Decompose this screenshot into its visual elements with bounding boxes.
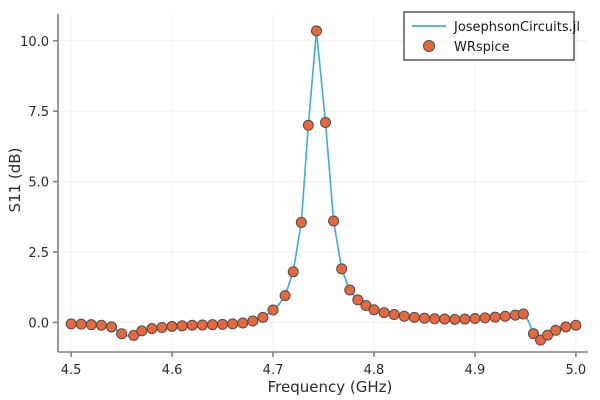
data-point-marker — [302, 119, 314, 131]
gridlines — [58, 14, 588, 352]
data-point-marker — [368, 304, 380, 316]
axis-lines — [57, 14, 588, 353]
data-point-marker — [344, 284, 356, 296]
data-point-marker — [499, 310, 511, 322]
y-tick-labels: 0.0 2.5 5.0 7.5 10.0 — [20, 35, 49, 332]
data-point-marker — [295, 216, 307, 228]
data-point-marker — [156, 322, 168, 333]
axis-ticks — [53, 39, 577, 357]
x-tick-label: 4.5 — [61, 363, 82, 378]
data-point-marker — [408, 311, 420, 323]
legend-marker-swatch — [423, 40, 435, 52]
data-point-marker — [206, 319, 218, 331]
data-point-marker — [85, 319, 97, 331]
data-point-marker — [550, 324, 562, 336]
y-tick-label: 0.0 — [28, 316, 49, 331]
data-point-marker — [136, 325, 148, 337]
x-tick-label: 5.0 — [566, 363, 587, 378]
data-point-marker — [166, 320, 178, 332]
data-point-marker — [267, 304, 279, 316]
data-point-marker — [279, 290, 291, 302]
y-tick-label: 10.0 — [20, 35, 49, 50]
data-point-marker — [95, 319, 107, 331]
y-tick-label: 2.5 — [28, 246, 49, 261]
data-point-marker — [570, 319, 582, 331]
data-point-marker — [287, 266, 299, 278]
legend[interactable]: JosephsonCircuits.jl WRspice — [403, 11, 580, 61]
legend-label-wrspice[interactable]: WRspice — [454, 40, 510, 55]
data-point-marker — [257, 311, 269, 323]
x-tick-label: 4.6 — [162, 363, 183, 378]
data-point-marker — [310, 25, 322, 37]
data-point-marker — [469, 312, 481, 324]
data-point-marker — [388, 309, 400, 321]
data-point-marker — [75, 318, 87, 330]
data-point-marker — [439, 313, 451, 325]
data-point-marker — [398, 310, 410, 322]
data-point-marker — [489, 311, 501, 323]
data-point-marker — [479, 312, 491, 324]
data-point-marker — [237, 317, 249, 329]
data-point-marker — [65, 318, 77, 330]
data-point-marker — [560, 321, 572, 333]
data-point-marker — [429, 313, 441, 325]
data-point-marker — [336, 263, 348, 275]
data-point-marker — [542, 329, 554, 341]
data-point-marker — [227, 318, 239, 330]
data-point-marker — [186, 319, 198, 331]
x-tick-label: 4.8 — [364, 363, 385, 378]
data-point-marker — [320, 116, 332, 128]
x-tick-label: 4.9 — [465, 363, 486, 378]
data-point-marker — [247, 315, 259, 327]
data-point-marker — [328, 215, 340, 227]
data-point-marker — [176, 320, 188, 332]
x-tick-label: 4.7 — [263, 363, 284, 378]
x-axis-label: Frequency (GHz) — [268, 378, 393, 396]
y-tick-label: 5.0 — [28, 176, 49, 191]
data-point-marker — [106, 321, 117, 333]
data-point-marker — [196, 319, 208, 331]
data-point-marker — [146, 323, 158, 335]
x-tick-labels: 4.5 4.6 4.7 4.8 4.9 5.0 — [61, 363, 586, 378]
data-point-marker — [449, 313, 461, 325]
data-point-marker — [352, 294, 364, 306]
y-tick-label: 7.5 — [28, 105, 49, 120]
y-axis-label: S11 (dB) — [6, 148, 24, 213]
data-point-marker — [418, 312, 430, 324]
data-point-marker — [116, 328, 128, 340]
data-point-marker — [527, 328, 539, 340]
data-point-marker — [517, 308, 529, 320]
data-point-marker — [459, 313, 471, 325]
data-point-marker — [217, 318, 229, 330]
legend-label-josephsoncircuits[interactable]: JosephsonCircuits.jl — [453, 20, 580, 35]
data-point-marker — [378, 307, 390, 319]
series-markers-wrspice — [65, 25, 582, 346]
